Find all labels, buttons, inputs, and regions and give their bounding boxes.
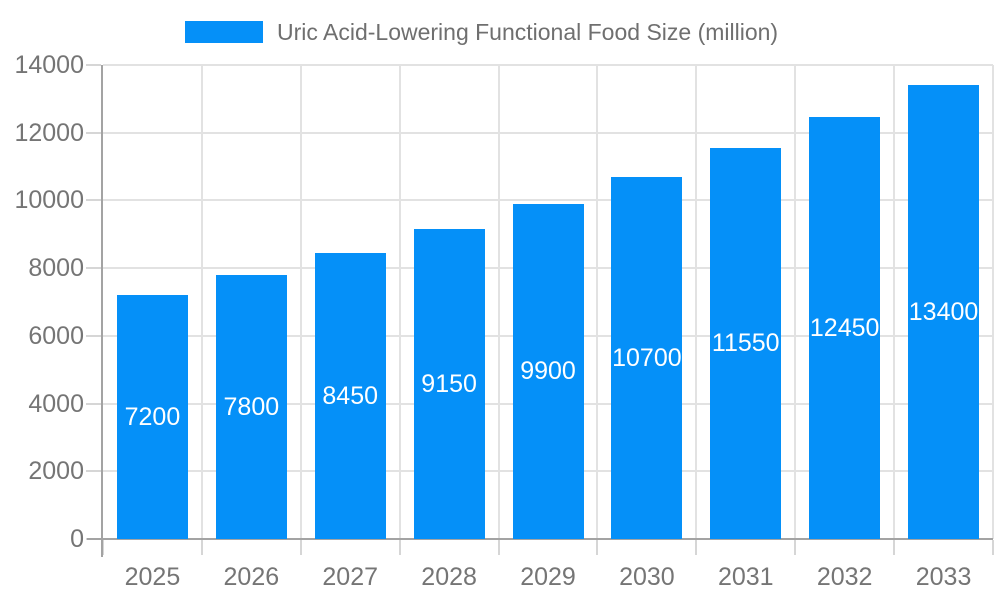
y-tick-mark [86, 334, 101, 337]
bar-2025[interactable] [116, 295, 188, 539]
y-tick-label-6000: 6000 [28, 321, 84, 350]
y-tick-label-2000: 2000 [28, 457, 84, 486]
gridline-vertical [596, 65, 599, 539]
y-tick-mark [86, 402, 101, 405]
x-tick-mark [695, 540, 698, 555]
y-tick-mark [86, 470, 101, 473]
x-tick-mark [893, 540, 896, 555]
legend[interactable]: Uric Acid-Lowering Functional Food Size … [185, 19, 779, 45]
y-tick-mark [86, 199, 101, 202]
gridline-vertical [695, 65, 698, 539]
x-tick-label-2030: 2030 [619, 563, 675, 591]
gridline-vertical [200, 65, 203, 539]
y-tick-label-4000: 4000 [28, 389, 84, 418]
x-tick-label-2031: 2031 [717, 563, 774, 591]
legend-swatch [185, 21, 263, 43]
x-tick-mark [497, 540, 500, 555]
legend-label: Uric Acid-Lowering Functional Food Size … [277, 19, 779, 45]
bar-2029[interactable] [512, 203, 584, 539]
x-tick-label-2025: 2025 [124, 563, 181, 591]
y-tick-label-10000: 10000 [14, 186, 84, 215]
x-tick-label-2033: 2033 [915, 563, 972, 591]
y-tick-mark [86, 64, 101, 66]
x-tick-label-2027: 2027 [322, 563, 379, 591]
y-tick-mark [86, 538, 101, 540]
bar-2033[interactable] [908, 85, 980, 539]
bar-2032[interactable] [809, 117, 881, 539]
gridline-vertical [497, 65, 500, 539]
gridline-horizontal [103, 64, 993, 66]
x-tick-label-2028: 2028 [421, 563, 477, 591]
x-tick-mark [794, 540, 797, 555]
gridline-vertical [893, 65, 896, 539]
y-tick-label-8000: 8000 [28, 254, 84, 283]
y-tick-mark [86, 267, 101, 270]
x-tick-label-2032: 2032 [816, 563, 873, 591]
x-tick-mark [200, 540, 203, 555]
x-tick-mark [596, 540, 599, 555]
bar-2026[interactable] [215, 274, 287, 539]
y-tick-label-12000: 12000 [14, 118, 84, 147]
gridline-vertical [299, 65, 302, 539]
x-tick-mark [102, 540, 104, 555]
x-tick-mark [398, 540, 401, 555]
bar-2028[interactable] [413, 229, 485, 539]
y-tick-label-0: 0 [70, 525, 84, 553]
bar-2030[interactable] [611, 176, 683, 539]
x-tick-label-2029: 2029 [520, 563, 576, 591]
y-axis-line [101, 65, 103, 557]
y-tick-mark [86, 131, 101, 134]
gridline-vertical [992, 65, 994, 539]
x-tick-mark [992, 540, 994, 555]
bar-2031[interactable] [710, 147, 782, 539]
bar-2027[interactable] [314, 252, 386, 539]
y-tick-label-14000: 14000 [14, 51, 84, 79]
x-tick-label-2026: 2026 [223, 563, 280, 591]
gridline-vertical [398, 65, 401, 539]
gridline-vertical [794, 65, 797, 539]
x-tick-mark [299, 540, 302, 555]
